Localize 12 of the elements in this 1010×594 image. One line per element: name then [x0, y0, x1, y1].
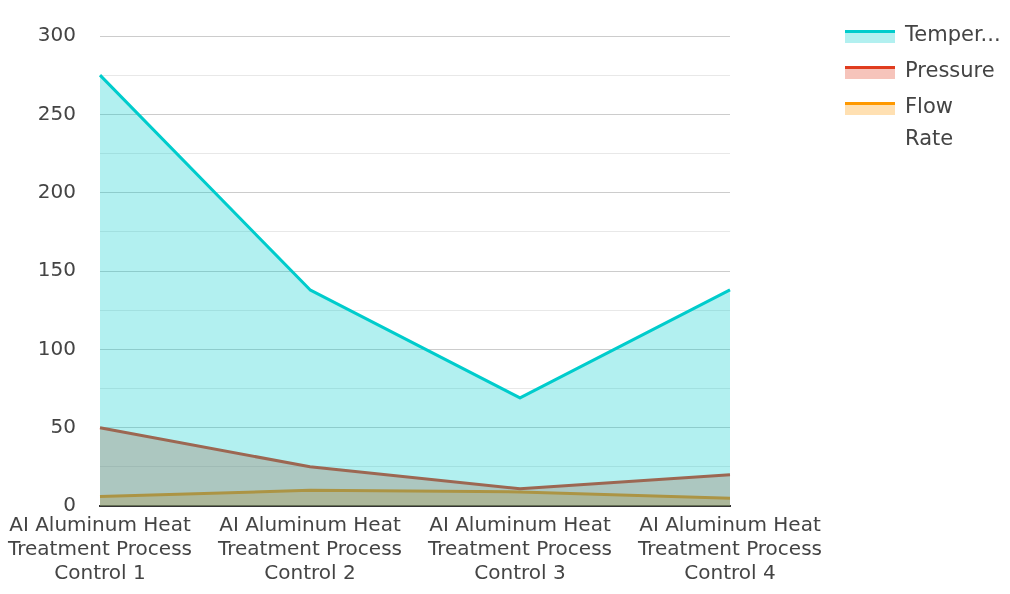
legend-label: Flow Rate	[905, 93, 955, 152]
legend-label: Pressure	[905, 57, 995, 84]
x-tick-label: AI Aluminum Heat Treatment Process Control 4	[637, 512, 822, 585]
y-tick-label: 100	[37, 335, 76, 360]
y-tick-label: 250	[37, 100, 76, 125]
x-tick-label: AI Aluminum Heat Treatment Process Control 3	[427, 512, 612, 585]
x-tick-label: AI Aluminum Heat Treatment Process Control 2	[217, 512, 402, 585]
y-tick-label: 50	[50, 413, 76, 438]
y-tick-label: 200	[37, 178, 76, 203]
y-tick-label: 300	[37, 22, 76, 47]
y-tick-label: 150	[37, 257, 76, 282]
legend-label: Temper...	[905, 21, 1001, 48]
